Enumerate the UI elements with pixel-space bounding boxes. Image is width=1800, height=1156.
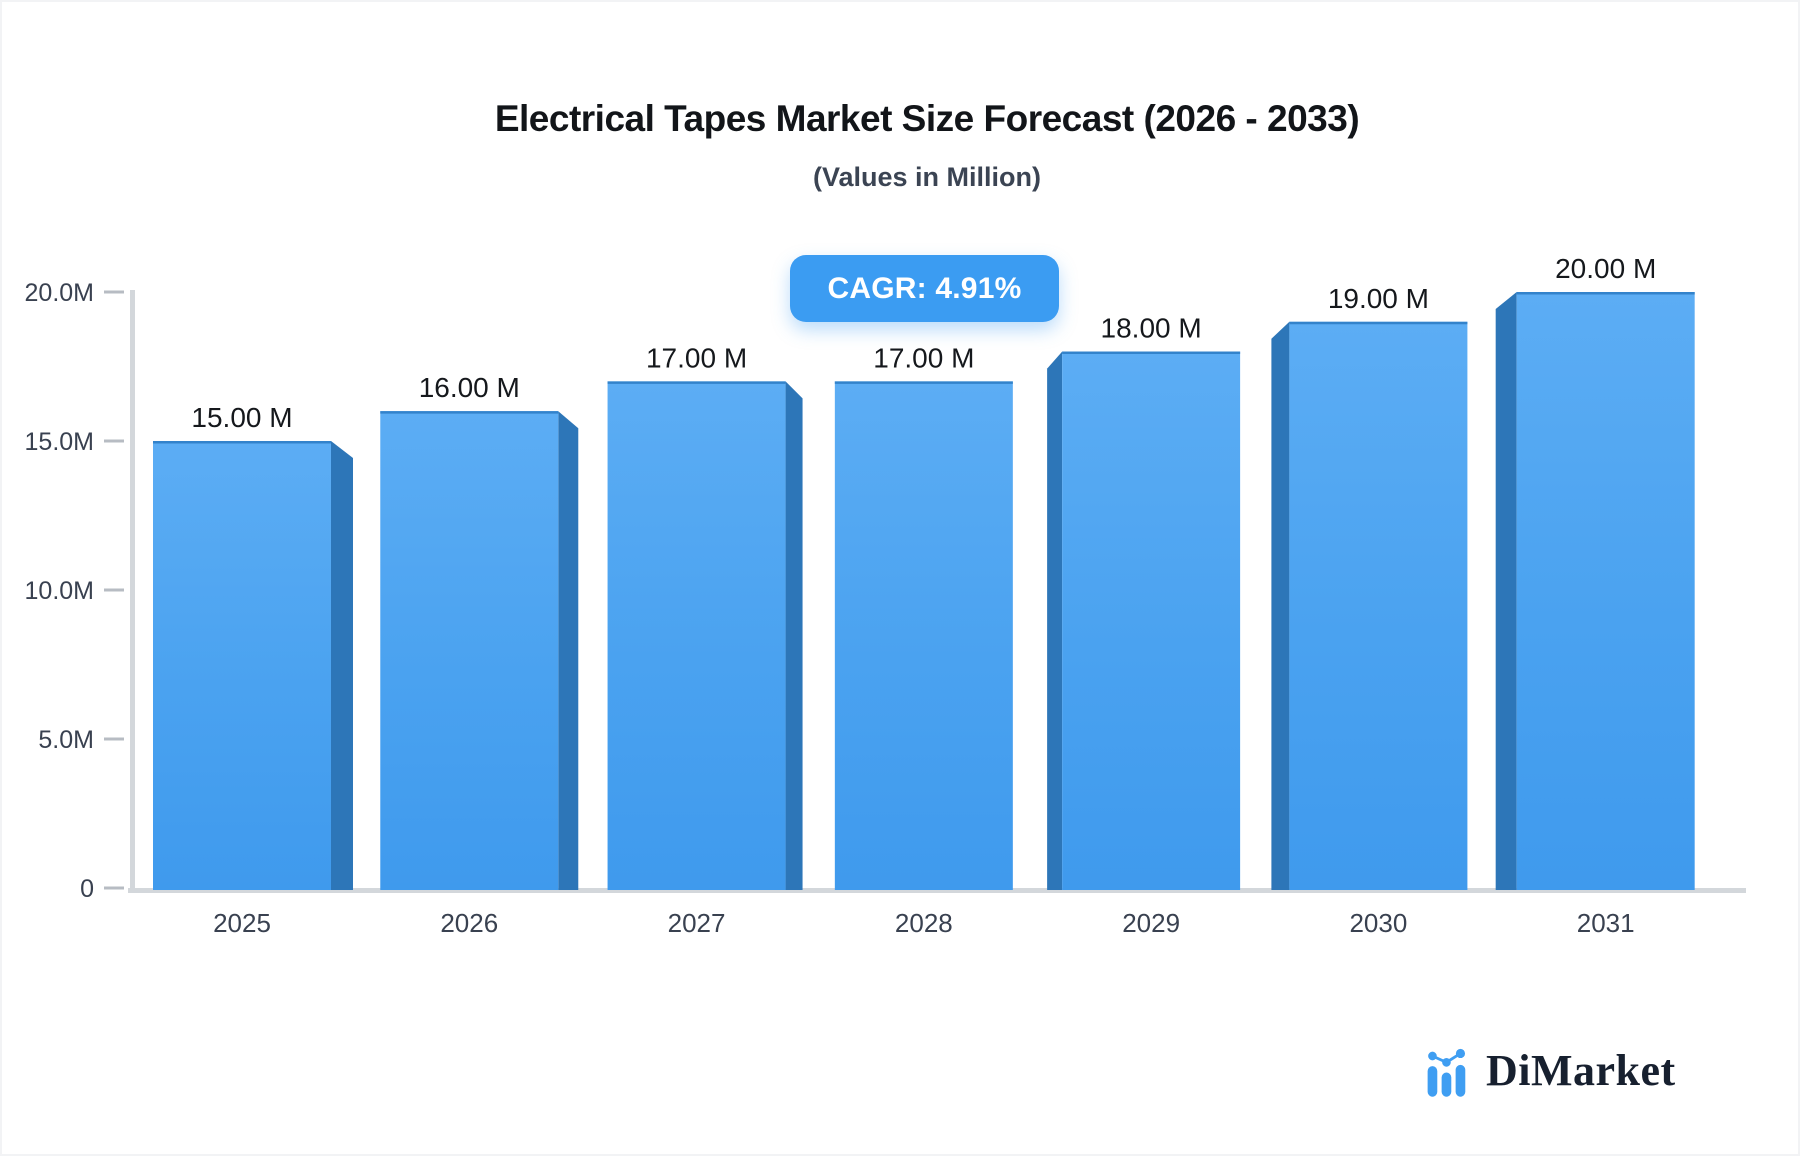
bar-side-face: [1271, 321, 1290, 890]
x-axis-label: 2027: [668, 908, 726, 938]
bar-2025[interactable]: [153, 440, 353, 890]
bar-2029[interactable]: [1047, 351, 1241, 891]
y-axis-label: 15.0M: [25, 428, 94, 456]
bar-face[interactable]: [1516, 292, 1695, 890]
y-axis-label: 10.0M: [25, 577, 94, 605]
x-axis-label: 2030: [1349, 908, 1407, 938]
bar-face[interactable]: [380, 411, 559, 890]
bar-value-label: 19.00 M: [1328, 283, 1429, 314]
chart-title: Electrical Tapes Market Size Forecast (2…: [494, 98, 1360, 139]
chart-labels: 15.00 M 2025 16.00 M 2026 17.00 M 2027 17.00 M…: [191, 253, 1656, 938]
cagr-badge: CAGR: 4.91%: [790, 255, 1059, 322]
bar-face[interactable]: [1062, 351, 1241, 891]
bar-side-face: [558, 411, 579, 890]
bar-value-label: 16.00 M: [419, 372, 520, 403]
bar-side-face: [331, 441, 353, 890]
x-axis-label: 2031: [1577, 908, 1635, 938]
bar-side-face: [1495, 292, 1517, 890]
bar-value-label: 18.00 M: [1101, 313, 1202, 344]
dimarket-logo-icon: [1427, 1048, 1466, 1097]
bar-face[interactable]: [1289, 321, 1468, 890]
bar-2028[interactable]: [834, 381, 1013, 890]
dimarket-logo-text: DiMarket: [1486, 1045, 1676, 1095]
bar-2027[interactable]: [607, 381, 803, 890]
bar-face[interactable]: [607, 381, 786, 890]
bar-2026[interactable]: [380, 411, 579, 890]
y-axis-line: [130, 290, 135, 893]
chart-bars: [153, 291, 1695, 891]
x-axis-label: 2028: [895, 908, 953, 938]
dimarket-logo[interactable]: DiMarket: [1422, 1042, 1676, 1098]
y-axis-label: 20.0M: [25, 279, 94, 307]
bar-value-label: 17.00 M: [873, 342, 974, 373]
x-axis-line: [128, 888, 1746, 893]
bar-side-face: [1047, 351, 1063, 891]
bar-value-label: 15.00 M: [191, 402, 292, 433]
bar-value-label: 20.00 M: [1555, 253, 1656, 284]
bar-2031[interactable]: [1495, 291, 1695, 890]
x-axis-label: 2029: [1122, 908, 1180, 938]
bar-2030[interactable]: [1271, 321, 1468, 890]
bar-face[interactable]: [153, 441, 331, 890]
x-axis-label: 2025: [213, 908, 271, 938]
x-axis-label: 2026: [440, 908, 498, 938]
y-axis-label: 5.0M: [38, 726, 94, 754]
chart-subtitle: (Values in Million): [812, 162, 1042, 192]
bar-side-face: [785, 381, 803, 890]
y-axis-label: 0: [80, 875, 94, 903]
bar-face[interactable]: [834, 381, 1013, 890]
bar-value-label: 17.00 M: [646, 342, 747, 373]
cagr-badge-label: CAGR: 4.91%: [827, 271, 1022, 305]
chart-axes: 0 5.0M 10.0M 15.0M 20.0M: [25, 279, 1746, 903]
